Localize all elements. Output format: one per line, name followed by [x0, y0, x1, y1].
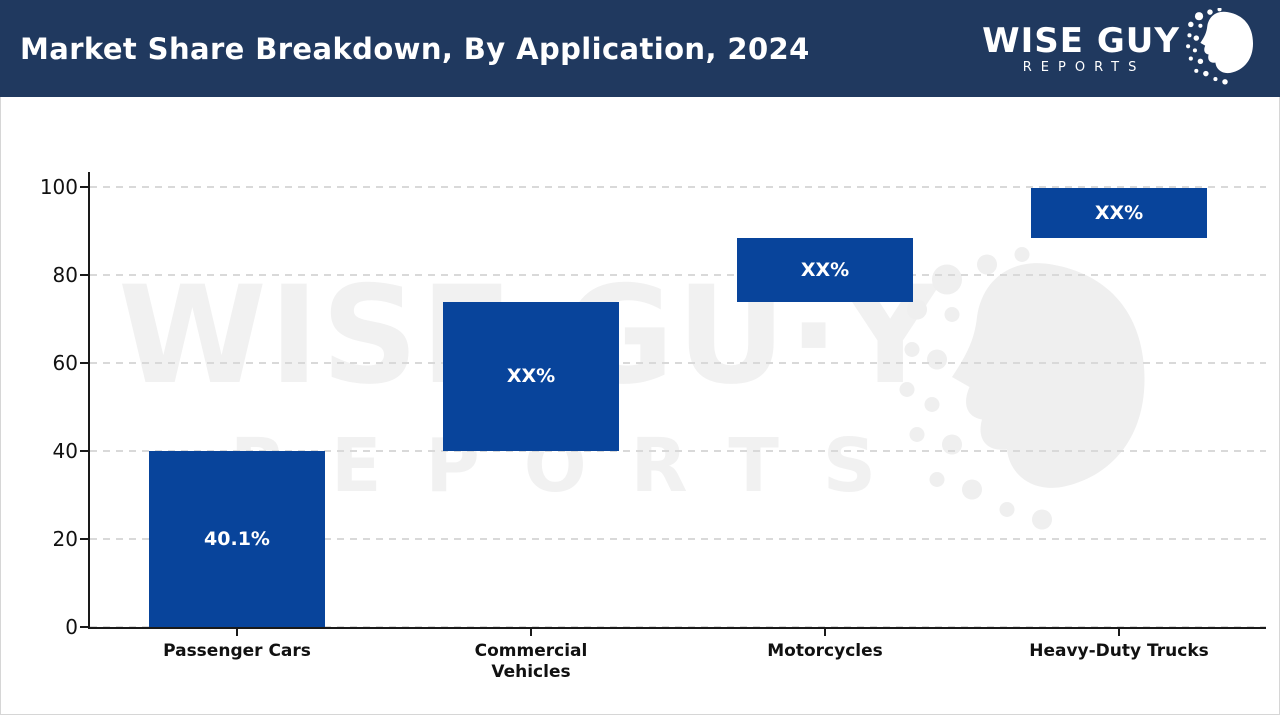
x-tick-mark	[236, 629, 238, 636]
y-axis-spine	[88, 172, 90, 629]
x-tick-label: Heavy-Duty Trucks	[1029, 641, 1209, 661]
bar: XX%	[736, 238, 914, 302]
header: Market Share Breakdown, By Application, …	[0, 0, 1280, 97]
x-tick-mark	[824, 629, 826, 636]
bar: XX%	[442, 301, 620, 451]
x-tick-label: Commercial Vehicles	[474, 641, 588, 683]
y-tick-mark	[80, 361, 88, 364]
y-tick-mark	[80, 449, 88, 452]
bar-value-label: XX%	[506, 365, 556, 388]
x-tick-mark	[1118, 629, 1120, 636]
brand-face-icon	[1184, 6, 1266, 90]
y-tick-label: 20	[52, 526, 78, 551]
bar: XX%	[1030, 187, 1208, 238]
x-tick-mark	[530, 629, 532, 636]
gridline	[90, 537, 1266, 540]
gridline	[90, 185, 1266, 188]
bar-value-label: 40.1%	[204, 527, 270, 550]
brand-logo: WISE GUY REPORTS	[982, 6, 1266, 90]
y-tick-label: 60	[52, 350, 78, 375]
x-tick-label: Motorcycles	[767, 641, 883, 661]
bar-value-label: XX%	[800, 258, 850, 281]
y-tick-mark	[80, 185, 88, 188]
brand-wordmark: WISE GUY	[982, 20, 1180, 61]
watermark-face-icon	[892, 232, 1192, 567]
gridline	[90, 361, 1266, 364]
gridline	[90, 449, 1266, 452]
brand-logo-text: WISE GUY REPORTS	[982, 24, 1180, 74]
y-tick-mark	[80, 537, 88, 540]
gridline	[90, 273, 1266, 276]
x-tick-label: Passenger Cars	[163, 641, 311, 661]
bar: 40.1%	[148, 450, 326, 627]
y-tick-mark	[80, 273, 88, 276]
bar-value-label: XX%	[1094, 201, 1144, 224]
y-tick-mark	[80, 626, 88, 628]
y-tick-label: 80	[52, 262, 78, 287]
y-tick-label: 40	[52, 438, 78, 463]
y-tick-label: 0	[65, 615, 78, 639]
x-axis-spine	[88, 627, 1266, 629]
page-title: Market Share Breakdown, By Application, …	[20, 31, 810, 66]
brand-subtext: REPORTS	[1022, 59, 1146, 75]
y-tick-label: 100	[39, 174, 78, 199]
